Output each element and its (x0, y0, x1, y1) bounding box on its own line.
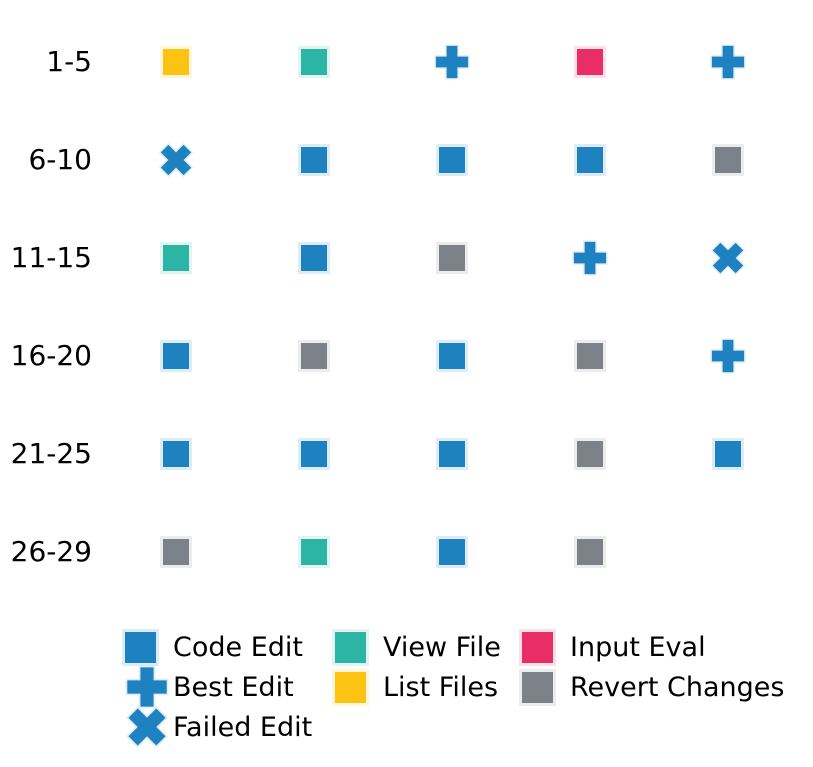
step-cell (430, 138, 474, 182)
best-edit-marker (572, 240, 608, 276)
revert-changes-marker (301, 343, 327, 369)
revert-changes-marker (577, 539, 603, 565)
legend-label-failed-edit: Failed Edit (173, 711, 313, 743)
step-cell (154, 236, 198, 280)
step-cell (292, 40, 336, 84)
code-edit-marker (163, 343, 189, 369)
step-cell (292, 432, 336, 476)
code-edit-marker (439, 147, 465, 173)
list-files-marker (163, 49, 189, 75)
step-cell (568, 236, 612, 280)
step-cell (430, 40, 474, 84)
code-edit-marker (439, 539, 465, 565)
revert-changes-marker (577, 343, 603, 369)
input-eval-marker (522, 631, 553, 663)
code-edit-marker (301, 441, 327, 467)
view-file-legend-icon (335, 631, 383, 663)
step-cell (154, 530, 198, 574)
step-cell (292, 530, 336, 574)
revert-changes-marker (715, 147, 741, 173)
step-cell (292, 334, 336, 378)
legend-item-failed-edit: Failed Edit (125, 705, 335, 749)
step-cell (430, 530, 474, 574)
code-edit-marker (439, 343, 465, 369)
failed-edit-marker (710, 240, 746, 276)
legend-item-list-files: List Files (335, 667, 522, 707)
step-cell (568, 40, 612, 84)
step-cell (292, 236, 336, 280)
step-cell (568, 334, 612, 378)
code-edit-legend-icon (125, 631, 173, 663)
step-cell (568, 138, 612, 182)
failed-edit-marker (158, 142, 194, 178)
view-file-marker (163, 245, 189, 271)
row-label-11-15: 11-15 (10, 241, 92, 274)
input-eval-legend-icon (522, 631, 570, 663)
step-cell (706, 432, 750, 476)
list-files-legend-icon (335, 671, 383, 703)
legend-label-best-edit: Best Edit (173, 671, 294, 703)
code-edit-marker (577, 147, 603, 173)
legend-item-view-file: View File (335, 627, 522, 667)
failed-edit-marker (125, 705, 169, 749)
step-cell (154, 40, 198, 84)
legend-column-2: View File List Files (335, 627, 522, 707)
step-cell (706, 236, 750, 280)
legend-label-revert-changes: Revert Changes (570, 671, 785, 703)
legend-column-1: Code Edit Best Edit Failed Edit (125, 627, 335, 749)
legend-item-code-edit: Code Edit (125, 627, 335, 667)
step-cell (154, 432, 198, 476)
legend-label-input-eval: Input Eval (570, 631, 706, 663)
revert-changes-marker (577, 441, 603, 467)
failed-edit-legend-icon (125, 705, 173, 749)
step-cell (706, 334, 750, 378)
input-eval-marker (577, 49, 603, 75)
view-file-marker (301, 539, 327, 565)
code-edit-marker (439, 441, 465, 467)
code-edit-marker (301, 147, 327, 173)
list-files-marker (335, 671, 366, 703)
best-edit-marker (125, 665, 169, 709)
step-cell (430, 432, 474, 476)
legend-item-input-eval: Input Eval (522, 627, 784, 667)
revert-changes-legend-icon (522, 671, 570, 703)
row-label-1-5: 1-5 (46, 45, 92, 78)
code-edit-marker (125, 631, 156, 663)
legend-column-3: Input Eval Revert Changes (522, 627, 784, 707)
step-cell (568, 432, 612, 476)
code-edit-marker (715, 441, 741, 467)
step-cell (430, 334, 474, 378)
step-cell (706, 40, 750, 84)
code-edit-marker (301, 245, 327, 271)
step-cell (430, 236, 474, 280)
legend-label-list-files: List Files (383, 671, 499, 703)
step-cell (154, 138, 198, 182)
row-label-26-29: 26-29 (10, 535, 92, 568)
row-label-16-20: 16-20 (10, 339, 92, 372)
view-file-marker (335, 631, 366, 663)
step-cell (568, 530, 612, 574)
revert-changes-marker (163, 539, 189, 565)
legend-item-best-edit: Best Edit (125, 665, 335, 709)
step-cell (292, 138, 336, 182)
view-file-marker (301, 49, 327, 75)
legend-item-revert-changes: Revert Changes (522, 667, 784, 707)
legend-label-code-edit: Code Edit (173, 631, 303, 663)
row-label-21-25: 21-25 (10, 437, 92, 470)
legend-label-view-file: View File (383, 631, 501, 663)
best-edit-marker (710, 338, 746, 374)
code-edit-marker (163, 441, 189, 467)
best-edit-legend-icon (125, 665, 173, 709)
best-edit-marker (434, 44, 470, 80)
revert-changes-marker (522, 671, 553, 703)
revert-changes-marker (439, 245, 465, 271)
legend: Code Edit Best Edit Failed Edit View Fil… (125, 627, 784, 749)
row-label-6-10: 6-10 (28, 143, 92, 176)
best-edit-marker (710, 44, 746, 80)
step-cell (154, 334, 198, 378)
step-cell (706, 138, 750, 182)
